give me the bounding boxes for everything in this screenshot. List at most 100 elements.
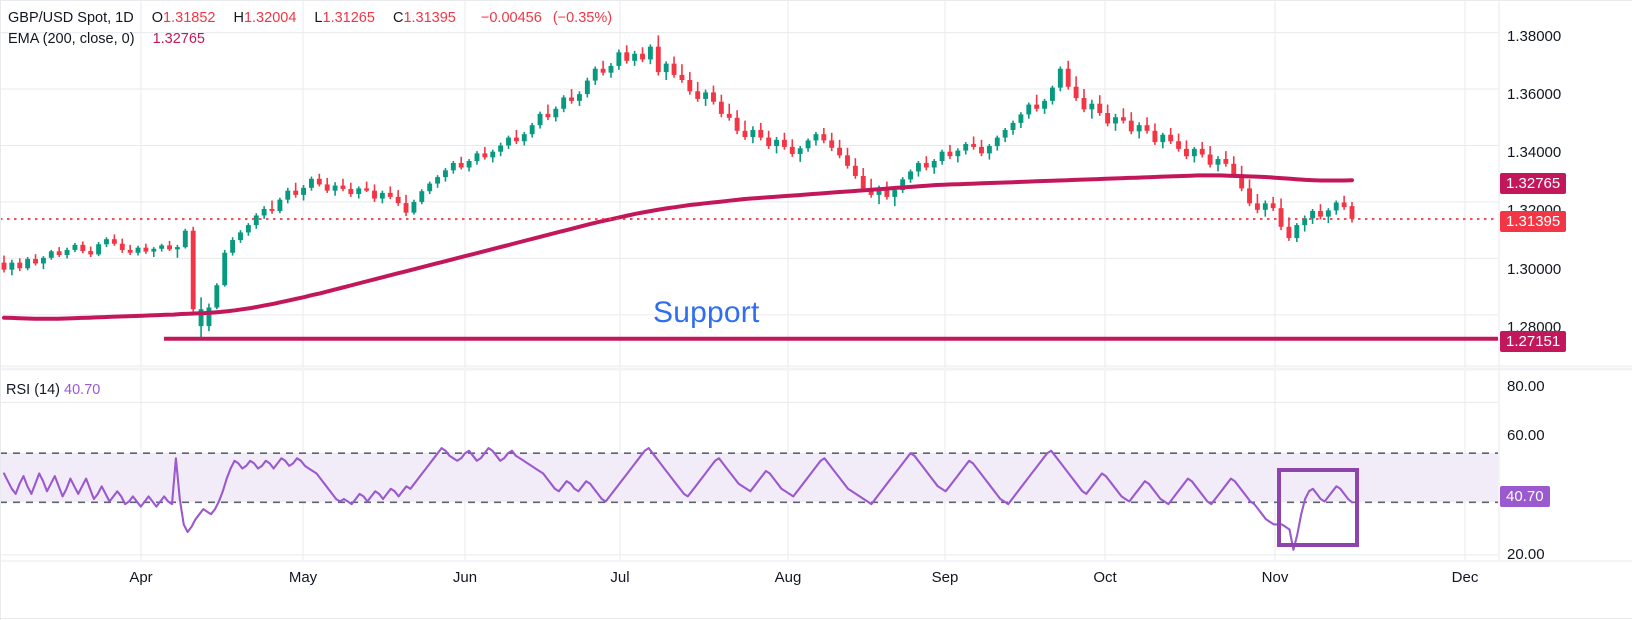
candle-body bbox=[1349, 206, 1355, 219]
candle-body bbox=[1002, 129, 1008, 138]
candle-body bbox=[592, 68, 598, 81]
candle-body bbox=[821, 134, 827, 141]
candle-body bbox=[1089, 103, 1095, 110]
candle-body bbox=[56, 251, 62, 255]
candle-body bbox=[837, 147, 843, 156]
legend-symbol[interactable]: GBP/USD Spot, 1D bbox=[8, 10, 134, 26]
candle-body bbox=[174, 247, 180, 250]
candle-body bbox=[293, 190, 299, 195]
candle-body bbox=[529, 125, 535, 135]
legend-ema-value: 1.32765 bbox=[152, 31, 205, 47]
candle-body bbox=[955, 150, 961, 157]
time-tick-label-Apr: Apr bbox=[129, 569, 153, 586]
candle-body bbox=[119, 243, 125, 250]
candlestick-series[interactable] bbox=[1, 35, 1355, 339]
candle-body bbox=[277, 199, 283, 211]
chart-legend: GBP/USD Spot, 1D O1.31852 H1.32004 L1.31… bbox=[8, 8, 612, 50]
candle-body bbox=[458, 162, 464, 168]
legend-low-value: 1.31265 bbox=[322, 10, 375, 26]
candle-body bbox=[774, 139, 779, 147]
candle-body bbox=[466, 161, 472, 168]
candle-body bbox=[127, 249, 133, 253]
candle-body bbox=[253, 215, 259, 226]
candle-body bbox=[608, 65, 614, 73]
legend-open-label: O bbox=[151, 10, 164, 26]
candle-body bbox=[852, 165, 858, 176]
candle-body bbox=[1034, 104, 1040, 109]
support-annotation[interactable]: Support bbox=[653, 296, 760, 329]
candle-body bbox=[1247, 188, 1252, 204]
candle-body bbox=[986, 146, 992, 154]
time-tick-label-Oct: Oct bbox=[1093, 569, 1117, 586]
candle-body bbox=[703, 92, 709, 99]
candle-body bbox=[829, 140, 835, 148]
candle-body bbox=[308, 178, 314, 188]
candle-body bbox=[151, 248, 157, 252]
ema-value-tag[interactable]: 1.32765 bbox=[1500, 173, 1567, 194]
candle-body bbox=[332, 185, 338, 191]
rsi-value-tag[interactable]: 40.70 bbox=[1500, 486, 1550, 507]
candle-body bbox=[348, 188, 354, 195]
candle-body bbox=[190, 230, 196, 310]
candle-body bbox=[900, 179, 906, 191]
candle-body bbox=[805, 140, 811, 149]
candle-body bbox=[64, 249, 70, 255]
candle-body bbox=[1105, 113, 1111, 124]
candle-body bbox=[1231, 163, 1237, 175]
last-price-tag[interactable]: 1.31395 bbox=[1500, 211, 1567, 232]
rsi-line[interactable] bbox=[2, 447, 1354, 551]
legend-ema-name[interactable]: EMA (200, close, 0) bbox=[8, 31, 135, 47]
candle-body bbox=[1325, 210, 1331, 217]
candle-body bbox=[1128, 120, 1134, 132]
candle-body bbox=[695, 91, 701, 99]
legend-change-percent: (−0.35%) bbox=[552, 10, 613, 26]
candle-body bbox=[1018, 114, 1024, 123]
candle-body bbox=[1239, 174, 1245, 189]
candle-body bbox=[1184, 148, 1189, 157]
candle-body bbox=[1294, 225, 1300, 239]
candle-body bbox=[198, 309, 204, 327]
candle-body bbox=[647, 46, 653, 60]
rsi-legend-name[interactable]: RSI (14) bbox=[6, 382, 60, 398]
candle-body bbox=[1010, 122, 1016, 130]
candle-body bbox=[1262, 203, 1268, 210]
rsi-tick-label-1: 60.00 bbox=[1507, 427, 1545, 444]
candle-body bbox=[364, 188, 370, 191]
support-value-tag[interactable]: 1.27151 bbox=[1500, 331, 1567, 352]
candle-body bbox=[600, 68, 606, 73]
candle-body bbox=[577, 94, 582, 101]
ema-200-line[interactable] bbox=[2, 173, 1354, 321]
candle-body bbox=[742, 130, 748, 138]
candle-body bbox=[324, 184, 330, 191]
candle-body bbox=[104, 239, 109, 245]
candle-body bbox=[640, 53, 645, 60]
candle-body bbox=[553, 108, 559, 118]
candle-body bbox=[521, 134, 527, 142]
candle-body bbox=[781, 139, 787, 147]
legend-change: −0.00456 bbox=[480, 10, 542, 26]
candle-body bbox=[111, 239, 117, 244]
rsi-highlight-box[interactable] bbox=[1277, 468, 1359, 547]
candle-body bbox=[545, 113, 551, 118]
candle-body bbox=[1270, 203, 1276, 209]
candle-body bbox=[316, 178, 322, 185]
candle-body bbox=[1120, 117, 1126, 121]
candle-body bbox=[1215, 159, 1221, 165]
price-axis[interactable]: 1.380001.360001.340001.320001.300001.280… bbox=[1500, 0, 1632, 620]
candle-body bbox=[403, 203, 409, 213]
price-tick-label-2: 1.34000 bbox=[1507, 144, 1562, 161]
time-tick-label-Jun: Jun bbox=[452, 569, 478, 586]
candle-body bbox=[230, 240, 236, 253]
legend-ohlc-row: GBP/USD Spot, 1D O1.31852 H1.32004 L1.31… bbox=[8, 8, 612, 29]
legend-low-label: L bbox=[314, 10, 323, 26]
candle-body bbox=[923, 162, 929, 168]
candle-body bbox=[143, 247, 149, 252]
candle-body bbox=[159, 245, 165, 249]
candle-body bbox=[356, 188, 362, 195]
candle-body bbox=[860, 175, 866, 189]
candle-body bbox=[632, 53, 638, 61]
candle-body bbox=[931, 161, 937, 168]
